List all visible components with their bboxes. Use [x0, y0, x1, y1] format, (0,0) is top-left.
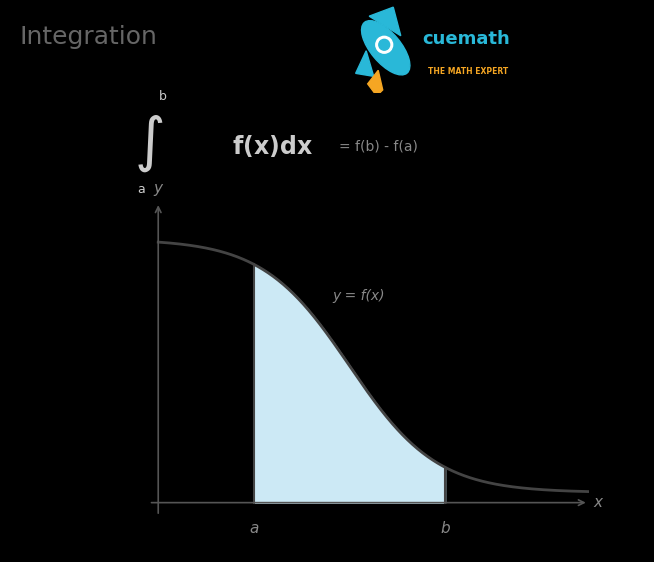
Text: THE MATH EXPERT: THE MATH EXPERT — [428, 67, 508, 76]
Text: a: a — [138, 183, 145, 196]
Text: a: a — [249, 522, 258, 536]
Text: $\int$: $\int$ — [134, 114, 164, 174]
Circle shape — [379, 39, 390, 50]
Polygon shape — [369, 7, 401, 36]
Text: b: b — [440, 522, 450, 536]
Text: b: b — [159, 90, 167, 103]
Text: cuemath: cuemath — [422, 30, 509, 48]
Text: Integration: Integration — [20, 25, 158, 48]
Polygon shape — [356, 51, 373, 76]
Polygon shape — [368, 70, 383, 96]
Ellipse shape — [362, 21, 410, 75]
Text: x: x — [593, 495, 602, 510]
Circle shape — [376, 37, 392, 53]
Text: = f(b) - f(a): = f(b) - f(a) — [339, 139, 419, 153]
Text: y = f(x): y = f(x) — [333, 289, 385, 303]
Text: y: y — [154, 180, 163, 196]
Text: $\mathbf{f(x)dx}$: $\mathbf{f(x)dx}$ — [232, 133, 313, 159]
